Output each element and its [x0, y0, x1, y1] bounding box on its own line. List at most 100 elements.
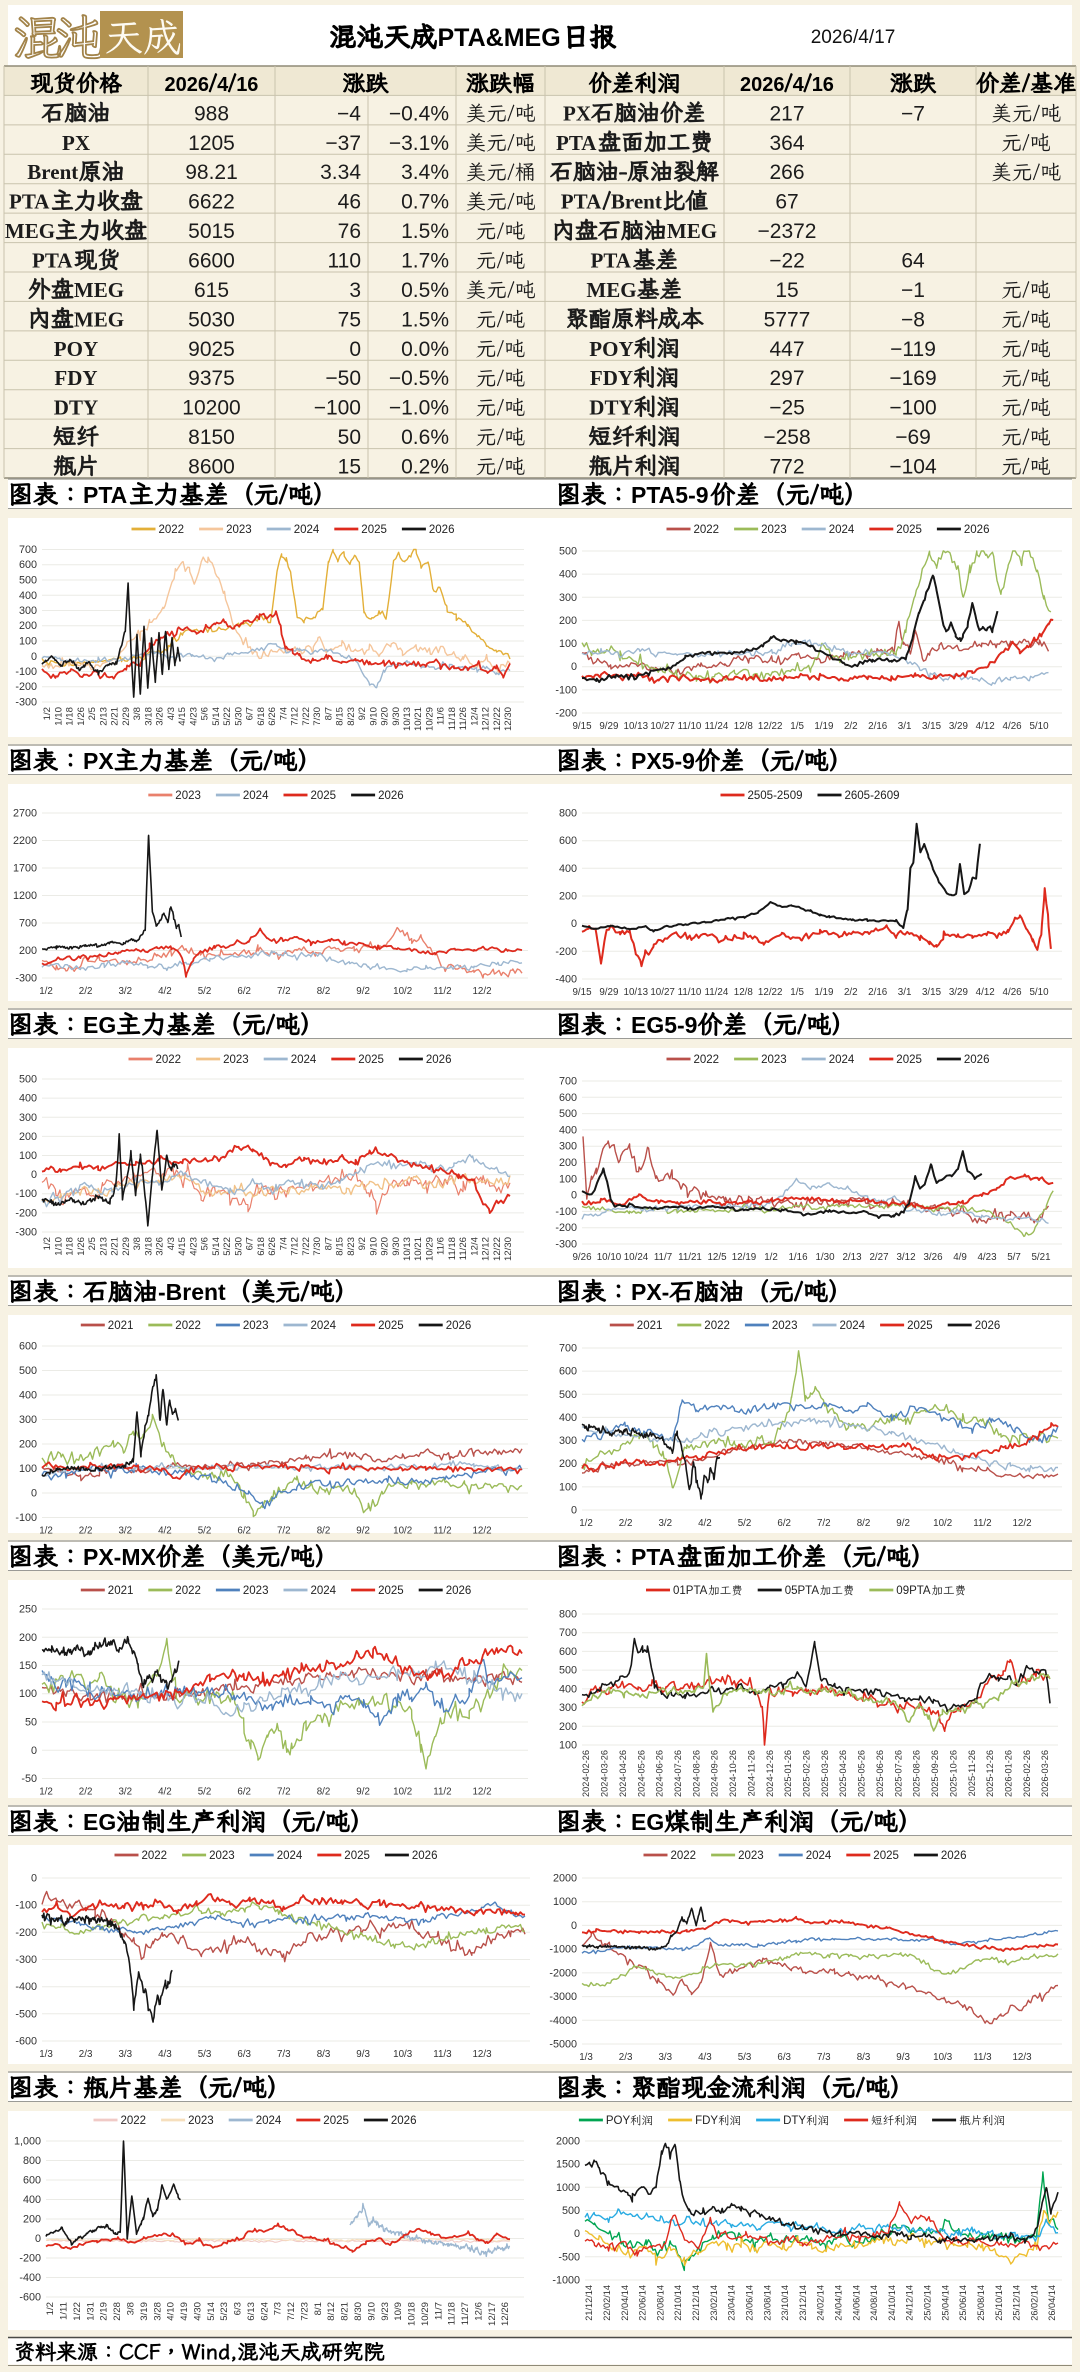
- svg-text:6/7: 6/7: [245, 1237, 256, 1250]
- svg-text:8/3: 8/3: [317, 2049, 331, 2060]
- svg-text:2023: 2023: [243, 1320, 269, 1332]
- svg-text:2022: 2022: [704, 1320, 730, 1332]
- svg-text:2025: 2025: [378, 1585, 404, 1597]
- svg-text:PTA: PTA: [591, 249, 632, 273]
- svg-text:10/13: 10/13: [402, 1237, 413, 1261]
- svg-text:−104: −104: [889, 456, 937, 479]
- svg-text:400: 400: [19, 1390, 37, 1402]
- svg-text:2024: 2024: [256, 2115, 282, 2127]
- svg-text:2025: 2025: [896, 524, 922, 536]
- svg-text:500: 500: [19, 1074, 37, 1086]
- svg-text:10/10: 10/10: [597, 1252, 622, 1263]
- svg-text:10/27: 10/27: [650, 987, 675, 998]
- svg-text:2023: 2023: [226, 524, 252, 536]
- svg-text:2026-02-26: 2026-02-26: [1022, 1750, 1032, 1797]
- svg-text:200: 200: [559, 615, 577, 627]
- svg-text:0: 0: [35, 2233, 41, 2245]
- svg-text:2024-05-26: 2024-05-26: [636, 1750, 646, 1797]
- svg-text:−69: −69: [895, 426, 931, 449]
- svg-text:-400: -400: [19, 2272, 41, 2284]
- svg-text:1/3: 1/3: [579, 2052, 593, 2063]
- svg-text:0.7%: 0.7%: [401, 191, 449, 214]
- svg-text:100: 100: [559, 1740, 577, 1752]
- svg-text:11/3: 11/3: [433, 2049, 452, 2060]
- svg-text:200: 200: [559, 1458, 577, 1470]
- svg-text:-5000: -5000: [549, 2039, 577, 2051]
- svg-text:5/22: 5/22: [222, 707, 233, 726]
- svg-text:2024: 2024: [294, 524, 320, 536]
- svg-text:-200: -200: [15, 681, 37, 693]
- svg-text:5/10: 5/10: [1029, 987, 1049, 998]
- svg-text:266: 266: [769, 161, 804, 184]
- svg-text:600: 600: [559, 835, 577, 847]
- svg-text:PX: PX: [563, 101, 591, 125]
- svg-text:4/3: 4/3: [698, 2052, 712, 2063]
- svg-text:4/30: 4/30: [192, 2302, 203, 2321]
- svg-text:8/23: 8/23: [346, 1237, 357, 1256]
- svg-text:9/29: 9/29: [599, 987, 618, 998]
- svg-text:447: 447: [769, 338, 804, 361]
- svg-text:5/10: 5/10: [1029, 721, 1049, 732]
- svg-text:11/2: 11/2: [433, 1787, 451, 1798]
- svg-text:25/06/14: 25/06/14: [958, 2285, 968, 2321]
- svg-text:8/15: 8/15: [335, 1237, 346, 1256]
- svg-text:0: 0: [571, 1920, 577, 1932]
- svg-text:9/30: 9/30: [391, 707, 402, 726]
- svg-text:2025: 2025: [896, 1054, 922, 1066]
- svg-text:12/17: 12/17: [487, 2302, 498, 2326]
- svg-text:Brent: Brent: [27, 160, 78, 184]
- svg-text:16: 16: [236, 74, 258, 96]
- svg-text:2021: 2021: [108, 1585, 134, 1597]
- svg-text:11/2: 11/2: [433, 1526, 451, 1537]
- svg-text:1/2: 1/2: [45, 2302, 56, 2315]
- svg-text:9/20: 9/20: [380, 707, 391, 726]
- svg-text:FDY: FDY: [54, 366, 97, 390]
- svg-text:10/13: 10/13: [624, 987, 649, 998]
- svg-text:500: 500: [19, 575, 37, 587]
- svg-text:2024-08-26: 2024-08-26: [691, 1750, 701, 1797]
- svg-text:1,000: 1,000: [14, 2136, 41, 2148]
- svg-text:10/21: 10/21: [413, 1237, 424, 1261]
- svg-text:-300: -300: [15, 1954, 37, 1966]
- svg-text:3/2: 3/2: [118, 1526, 132, 1537]
- svg-text:6/3: 6/3: [233, 2302, 244, 2315]
- svg-text:MEG: MEG: [586, 278, 636, 302]
- svg-text:2025-08-26: 2025-08-26: [912, 1750, 922, 1797]
- svg-text:10/3: 10/3: [393, 2049, 413, 2060]
- svg-text:1/2: 1/2: [39, 1526, 53, 1537]
- svg-text:500: 500: [559, 546, 577, 558]
- svg-text:5030: 5030: [188, 308, 235, 331]
- svg-text:3/2: 3/2: [118, 1787, 132, 1798]
- svg-text:−37: −37: [325, 132, 361, 155]
- svg-text:1200: 1200: [13, 890, 37, 902]
- svg-text:500: 500: [559, 1665, 577, 1677]
- svg-text:−50: −50: [325, 367, 361, 390]
- svg-text:2024: 2024: [806, 1850, 832, 1862]
- svg-text:2023: 2023: [188, 2115, 214, 2127]
- svg-text:50: 50: [338, 426, 361, 449]
- svg-text:26/04/14: 26/04/14: [1047, 2285, 1057, 2321]
- svg-text:2025-10-26: 2025-10-26: [948, 1750, 958, 1797]
- svg-text:5015: 5015: [188, 220, 235, 243]
- svg-text:2024: 2024: [311, 1585, 337, 1597]
- svg-text:1/18: 1/18: [65, 707, 76, 726]
- svg-text:9/26: 9/26: [572, 1252, 592, 1263]
- svg-text:3/29: 3/29: [949, 987, 968, 998]
- svg-text:-200: -200: [19, 2253, 41, 2265]
- svg-text:4/12: 4/12: [976, 721, 995, 732]
- svg-text:3/19: 3/19: [139, 2302, 150, 2321]
- svg-text:3/28: 3/28: [152, 2302, 163, 2321]
- svg-text:11/10: 11/10: [678, 987, 702, 998]
- svg-text:DTY: DTY: [783, 2115, 806, 2127]
- svg-text:2023: 2023: [175, 790, 201, 802]
- svg-text:4/12: 4/12: [976, 987, 995, 998]
- svg-text:300: 300: [19, 1112, 37, 1124]
- svg-text:2022: 2022: [159, 524, 185, 536]
- svg-text:2026/4/17: 2026/4/17: [811, 27, 896, 48]
- svg-text:2/27: 2/27: [869, 1252, 888, 1263]
- svg-text:1/30: 1/30: [815, 1252, 835, 1263]
- svg-text:2024-02-26: 2024-02-26: [581, 1750, 591, 1797]
- svg-text:-500: -500: [15, 2008, 37, 2020]
- svg-text:46: 46: [338, 191, 361, 214]
- svg-text:0: 0: [31, 1488, 37, 1500]
